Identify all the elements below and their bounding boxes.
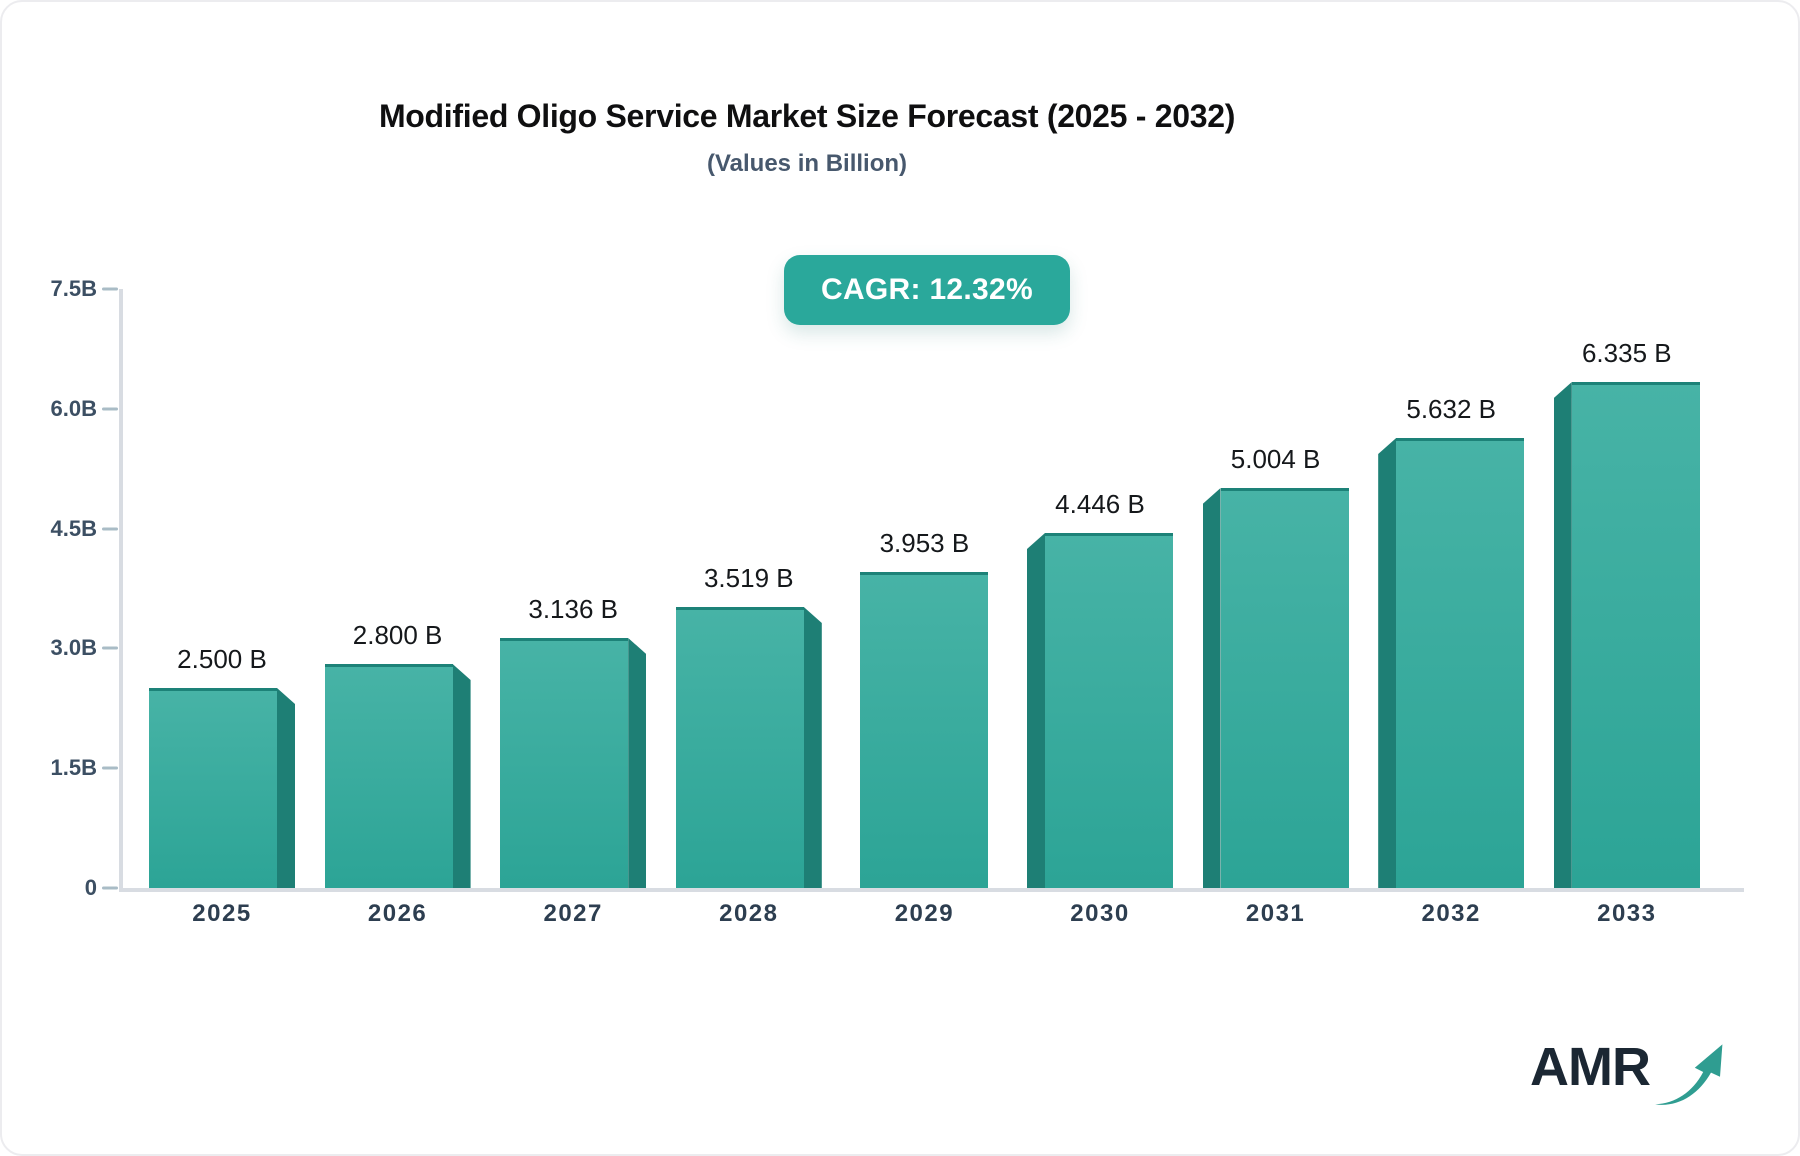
- y-tick-mark: [102, 766, 118, 770]
- bar-2025: [149, 688, 295, 888]
- cagr-badge-label: CAGR: 12.32%: [820, 273, 1033, 306]
- value-label-2031: 5.004 B: [1230, 444, 1321, 474]
- value-label-2027: 3.136 B: [528, 594, 618, 624]
- value-label-2030: 4.446 B: [1055, 489, 1145, 519]
- bar-side-face: [277, 688, 295, 888]
- value-label-2025: 2.500 B: [177, 644, 267, 674]
- x-tick-label-2030: 2030: [1070, 900, 1130, 927]
- y-tick-mark: [102, 886, 118, 890]
- value-label-2032: 5.632 B: [1406, 394, 1496, 424]
- y-tick-label-7.5B: 7.5B: [50, 275, 97, 301]
- bar-side-face: [803, 607, 822, 888]
- amr-logo: AMR: [1530, 1034, 1730, 1114]
- bar-face: [1220, 488, 1349, 888]
- bar-2030: [1027, 533, 1173, 888]
- bar-face: [500, 638, 629, 888]
- bar-face: [1396, 438, 1525, 888]
- y-tick-label-1.5B: 1.5B: [50, 755, 97, 781]
- y-tick-label-3.0B: 3.0B: [50, 635, 97, 661]
- bar-side-face: [628, 638, 647, 888]
- y-tick-mark: [102, 287, 118, 291]
- cagr-badge: CAGR: 12.32%: [784, 255, 1070, 325]
- bar-face: [324, 664, 453, 888]
- y-tick-mark: [102, 646, 118, 650]
- bar-side-face: [1553, 382, 1572, 888]
- x-tick-label-2029: 2029: [894, 900, 955, 927]
- bar-2026: [324, 664, 471, 888]
- y-tick-label-0: 0: [84, 875, 97, 900]
- x-axis-line: [119, 888, 1744, 892]
- x-tick-label-2032: 2032: [1421, 900, 1481, 927]
- bar-side-face: [1378, 438, 1397, 888]
- bar-2028: [675, 607, 822, 888]
- bar-2032: [1378, 438, 1525, 888]
- bar-2031: [1202, 488, 1349, 888]
- x-tick-label-2028: 2028: [719, 900, 779, 927]
- y-tick-label-4.5B: 4.5B: [50, 515, 97, 541]
- y-axis-line: [119, 289, 123, 892]
- value-label-2028: 3.519 B: [703, 563, 794, 593]
- y-tick-mark: [102, 407, 118, 411]
- bar-face: [1571, 382, 1700, 888]
- chart-subtitle: (Values in Billion): [706, 150, 908, 177]
- value-label-2033: 6.335 B: [1581, 338, 1672, 368]
- x-tick-label-2027: 2027: [543, 900, 603, 927]
- x-tick-label-2031: 2031: [1245, 900, 1306, 927]
- chart-title: Modified Oligo Service Market Size Forec…: [378, 98, 1236, 134]
- bar-side-face: [1027, 533, 1045, 888]
- x-tick-label-2025: 2025: [192, 900, 252, 927]
- bar-face: [1045, 533, 1173, 888]
- value-label-2026: 2.800 B: [352, 620, 443, 650]
- bar-2029: [851, 572, 997, 888]
- value-label-2029: 3.953 B: [879, 528, 970, 558]
- bar-2033: [1553, 382, 1700, 888]
- bar-face: [675, 607, 804, 888]
- bar-2027: [500, 638, 647, 888]
- x-tick-label-2033: 2033: [1597, 900, 1657, 927]
- y-tick-label-6.0B: 6.0B: [50, 395, 97, 421]
- amr-logo-text: AMR: [1530, 1037, 1651, 1097]
- bar-side-face: [1202, 488, 1221, 888]
- bar-face: [860, 572, 989, 888]
- growth-arrow-icon: [1655, 1044, 1723, 1105]
- x-tick-label-2026: 2026: [367, 900, 428, 927]
- y-tick-mark: [102, 527, 118, 531]
- bar-face: [149, 688, 277, 888]
- bar-side-face: [452, 664, 471, 888]
